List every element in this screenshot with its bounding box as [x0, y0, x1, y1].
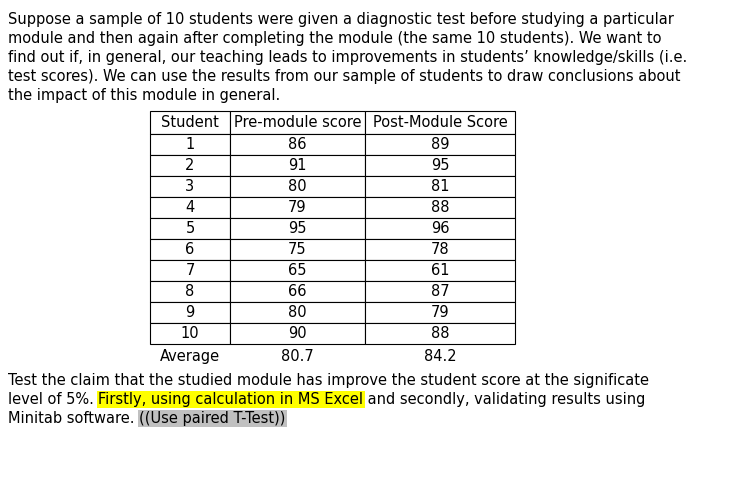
Bar — [365, 134, 515, 155]
Text: 2: 2 — [185, 158, 195, 173]
Bar — [365, 111, 515, 134]
Text: Test the claim that the studied module has improve the student score at the sign: Test the claim that the studied module h… — [8, 373, 649, 388]
Bar — [150, 239, 230, 260]
Text: 79: 79 — [431, 305, 450, 320]
Text: Suppose a sample of 10 students were given a diagnostic test before studying a p: Suppose a sample of 10 students were giv… — [8, 12, 674, 27]
Bar — [230, 260, 365, 281]
Bar — [365, 302, 515, 323]
Text: Average: Average — [160, 349, 220, 364]
Bar — [365, 197, 515, 218]
Text: 7: 7 — [185, 263, 195, 278]
Text: 96: 96 — [431, 221, 450, 236]
Bar — [150, 134, 230, 155]
Text: 8: 8 — [185, 284, 194, 299]
Text: 61: 61 — [431, 263, 450, 278]
Text: 78: 78 — [431, 242, 450, 257]
Bar — [365, 218, 515, 239]
Bar — [150, 260, 230, 281]
Text: 88: 88 — [431, 326, 450, 341]
Text: level of 5%.: level of 5%. — [8, 392, 99, 407]
Bar — [150, 176, 230, 197]
Text: 80: 80 — [288, 305, 306, 320]
Text: test scores). We can use the results from our sample of students to draw conclus: test scores). We can use the results fro… — [8, 69, 681, 84]
Text: 65: 65 — [288, 263, 306, 278]
Text: Minitab software.: Minitab software. — [8, 411, 139, 426]
Text: the impact of this module in general.: the impact of this module in general. — [8, 88, 280, 103]
Bar — [230, 111, 365, 134]
Text: find out if, in general, our teaching leads to improvements in students’ knowled: find out if, in general, our teaching le… — [8, 50, 687, 65]
Text: Student: Student — [161, 115, 219, 130]
Bar — [150, 155, 230, 176]
Text: module and then again after completing the module (the same 10 students). We wan: module and then again after completing t… — [8, 31, 661, 46]
Bar — [365, 176, 515, 197]
Bar — [365, 281, 515, 302]
Bar — [365, 239, 515, 260]
Text: 95: 95 — [431, 158, 450, 173]
Bar — [365, 323, 515, 344]
Text: Post-Module Score: Post-Module Score — [373, 115, 508, 130]
Bar — [365, 155, 515, 176]
Text: 95: 95 — [288, 221, 306, 236]
Text: 66: 66 — [288, 284, 306, 299]
Bar — [230, 155, 365, 176]
Text: 1: 1 — [185, 137, 194, 152]
Bar — [230, 323, 365, 344]
Bar — [230, 134, 365, 155]
Text: 80: 80 — [288, 179, 306, 194]
Text: 5: 5 — [185, 221, 194, 236]
Bar — [150, 197, 230, 218]
Text: 3: 3 — [185, 179, 194, 194]
Text: 80.7: 80.7 — [281, 349, 314, 364]
Text: 84.2: 84.2 — [424, 349, 456, 364]
Bar — [230, 239, 365, 260]
Bar — [230, 218, 365, 239]
Bar — [230, 176, 365, 197]
Text: 9: 9 — [185, 305, 194, 320]
Bar — [230, 302, 365, 323]
Text: ((Use paired T-Test)): ((Use paired T-Test)) — [139, 411, 285, 426]
Text: 86: 86 — [288, 137, 306, 152]
Bar — [230, 281, 365, 302]
Text: 88: 88 — [431, 200, 450, 215]
Bar — [150, 323, 230, 344]
Bar — [150, 218, 230, 239]
Text: 91: 91 — [288, 158, 306, 173]
Text: 89: 89 — [431, 137, 450, 152]
Text: 6: 6 — [185, 242, 194, 257]
Bar — [150, 111, 230, 134]
Bar — [230, 197, 365, 218]
Bar — [150, 281, 230, 302]
Text: 79: 79 — [288, 200, 306, 215]
Text: 10: 10 — [181, 326, 200, 341]
Text: Firstly, using calculation in MS Excel: Firstly, using calculation in MS Excel — [99, 392, 364, 407]
Bar — [365, 260, 515, 281]
Bar — [150, 302, 230, 323]
Text: 87: 87 — [431, 284, 450, 299]
Text: 90: 90 — [288, 326, 306, 341]
Text: and secondly, validating results using: and secondly, validating results using — [364, 392, 646, 407]
Text: Pre-module score: Pre-module score — [233, 115, 361, 130]
Text: 4: 4 — [185, 200, 194, 215]
Text: 81: 81 — [431, 179, 450, 194]
Text: 75: 75 — [288, 242, 306, 257]
